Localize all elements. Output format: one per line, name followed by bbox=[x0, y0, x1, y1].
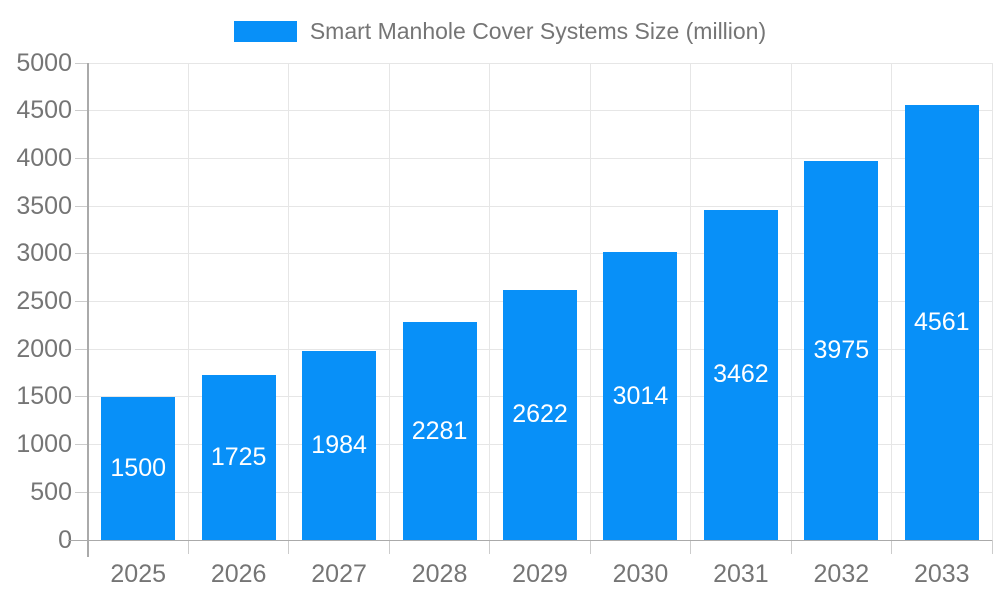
x-axis-tick bbox=[991, 540, 993, 554]
bar-value-label: 4561 bbox=[913, 307, 970, 336]
v-gridline bbox=[589, 63, 591, 540]
h-gridline bbox=[88, 157, 992, 159]
bar-value-label: 1725 bbox=[210, 443, 267, 472]
y-axis-label: 0 bbox=[58, 525, 72, 554]
y-axis-tick bbox=[75, 110, 88, 112]
x-axis-label: 2027 bbox=[311, 560, 367, 588]
x-axis-label: 2032 bbox=[813, 560, 870, 588]
bar-value-label: 3014 bbox=[612, 381, 669, 410]
y-axis-tick bbox=[75, 444, 88, 446]
v-gridline bbox=[891, 63, 893, 540]
x-axis-tick bbox=[690, 540, 692, 554]
x-axis-tick bbox=[288, 540, 290, 554]
y-axis-label: 3500 bbox=[16, 191, 72, 220]
x-axis-tick bbox=[891, 540, 893, 554]
bar-2026: 1725 bbox=[201, 375, 276, 540]
x-axis-label: 2025 bbox=[110, 560, 167, 588]
y-axis-label: 1000 bbox=[16, 430, 72, 459]
y-axis-tick bbox=[75, 396, 88, 398]
y-axis-tick bbox=[75, 205, 88, 207]
y-axis-label: 2500 bbox=[16, 287, 72, 315]
bar-value-label: 3462 bbox=[713, 360, 769, 389]
y-axis-label: 4500 bbox=[16, 96, 72, 125]
bar-value-label: 1984 bbox=[311, 430, 367, 459]
legend-label[interactable]: Smart Manhole Cover Systems Size (millio… bbox=[309, 18, 767, 44]
h-gridline bbox=[88, 253, 992, 255]
x-axis-tick bbox=[589, 540, 591, 554]
h-gridline bbox=[88, 110, 992, 112]
v-gridline bbox=[790, 63, 792, 540]
v-gridline bbox=[690, 63, 692, 540]
v-gridline bbox=[288, 63, 290, 540]
x-axis-label: 2033 bbox=[913, 560, 970, 588]
x-axis-label: 2031 bbox=[713, 560, 769, 588]
x-axis-label: 2028 bbox=[411, 560, 468, 588]
bar-value-label: 2281 bbox=[411, 416, 468, 445]
y-axis-label: 5000 bbox=[16, 48, 72, 77]
y-axis-tick bbox=[75, 491, 88, 493]
bar-value-label: 1500 bbox=[110, 453, 167, 482]
y-axis-line bbox=[87, 63, 89, 557]
y-axis-label: 500 bbox=[30, 477, 72, 506]
y-axis-label: 3000 bbox=[16, 239, 72, 268]
v-gridline bbox=[489, 63, 491, 540]
bar-2027: 1984 bbox=[302, 350, 377, 540]
x-axis-tick bbox=[489, 540, 491, 554]
y-axis-label: 2000 bbox=[16, 334, 72, 363]
x-axis-tick bbox=[388, 540, 390, 554]
bar-2029: 2622 bbox=[503, 289, 577, 540]
x-axis-tick bbox=[790, 540, 792, 554]
legend: Smart Manhole Cover Systems Size (millio… bbox=[0, 18, 1000, 45]
h-gridline bbox=[88, 62, 992, 64]
y-axis-tick bbox=[75, 62, 88, 64]
y-axis-tick bbox=[75, 253, 88, 255]
y-axis-tick bbox=[75, 301, 88, 302]
bar-2030: 3014 bbox=[603, 252, 678, 540]
bar-2025: 1500 bbox=[101, 396, 176, 540]
bar-2033: 4561 bbox=[904, 104, 979, 540]
v-gridline bbox=[388, 63, 390, 540]
y-axis-tick bbox=[75, 157, 88, 159]
bar-value-label: 2622 bbox=[512, 400, 568, 429]
bar-value-label: 3975 bbox=[813, 335, 870, 364]
y-axis-label: 1500 bbox=[16, 382, 72, 411]
y-axis-tick bbox=[75, 348, 88, 350]
bar-2028: 2281 bbox=[402, 322, 477, 540]
x-axis-label: 2026 bbox=[210, 560, 267, 588]
x-axis-label: 2030 bbox=[612, 560, 669, 588]
bar-2031: 3462 bbox=[703, 209, 778, 540]
y-axis-label: 4000 bbox=[16, 143, 72, 172]
x-axis-tick bbox=[187, 540, 189, 554]
bar-2032: 3975 bbox=[804, 160, 879, 540]
x-axis-label: 2029 bbox=[512, 560, 568, 588]
v-gridline bbox=[991, 63, 993, 540]
x-axis-line bbox=[68, 539, 992, 541]
h-gridline bbox=[88, 205, 992, 207]
v-gridline bbox=[187, 63, 189, 540]
legend-swatch[interactable] bbox=[233, 21, 297, 42]
